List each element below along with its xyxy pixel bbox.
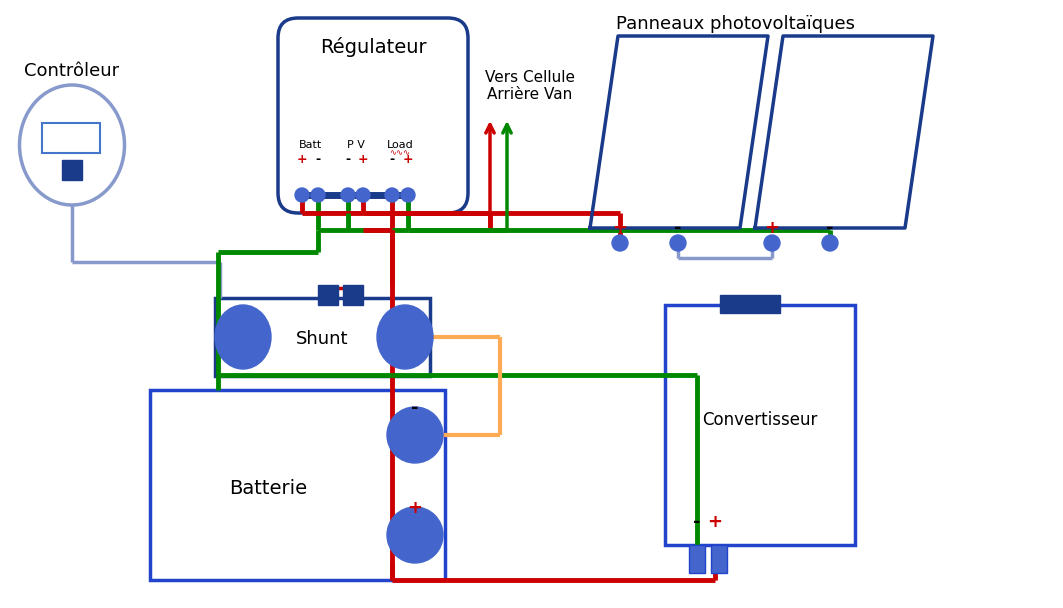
Text: +: +	[403, 153, 414, 166]
Text: +: +	[708, 513, 723, 531]
Text: P V: P V	[347, 140, 365, 150]
Text: Contrôleur: Contrôleur	[24, 62, 119, 80]
Text: Vers Cellule
Arrière Van: Vers Cellule Arrière Van	[485, 70, 575, 102]
Text: -: -	[316, 153, 321, 166]
Bar	[689, 545, 705, 573]
Text: +: +	[764, 219, 779, 237]
Text: -: -	[674, 219, 681, 237]
Text: -: -	[411, 399, 419, 417]
Bar	[43, 123, 100, 153]
Bar	[720, 295, 780, 313]
Bar	[318, 285, 338, 305]
Text: ∿∿∿: ∿∿∿	[389, 148, 410, 157]
Ellipse shape	[387, 507, 443, 563]
Circle shape	[764, 235, 780, 251]
Circle shape	[401, 188, 415, 202]
Circle shape	[341, 188, 355, 202]
Text: Panneaux photovoltaïques: Panneaux photovoltaïques	[615, 15, 855, 33]
Text: +: +	[297, 153, 307, 166]
Text: +: +	[357, 153, 368, 166]
Text: +: +	[612, 219, 627, 237]
Circle shape	[356, 188, 370, 202]
Ellipse shape	[387, 407, 443, 463]
Circle shape	[311, 188, 325, 202]
Text: -: -	[693, 513, 701, 531]
FancyBboxPatch shape	[279, 18, 468, 213]
Text: -: -	[345, 153, 351, 166]
Circle shape	[670, 235, 686, 251]
Text: Load: Load	[387, 140, 414, 150]
Bar	[711, 545, 727, 573]
Text: Shunt: Shunt	[297, 330, 349, 348]
Bar	[150, 390, 445, 580]
Text: Convertisseur: Convertisseur	[703, 411, 817, 429]
Text: Batt: Batt	[299, 140, 322, 150]
Ellipse shape	[377, 305, 433, 369]
Bar	[215, 298, 431, 376]
Circle shape	[822, 235, 838, 251]
Ellipse shape	[215, 305, 271, 369]
Text: Batterie: Batterie	[229, 480, 307, 499]
Ellipse shape	[19, 85, 124, 205]
Circle shape	[296, 188, 309, 202]
Text: -: -	[826, 219, 833, 237]
Text: +: +	[407, 499, 422, 517]
Bar	[665, 305, 855, 545]
Bar	[62, 160, 82, 180]
Circle shape	[612, 235, 628, 251]
Circle shape	[385, 188, 399, 202]
Text: Régulateur: Régulateur	[320, 37, 426, 57]
Text: -: -	[389, 153, 394, 166]
Bar	[343, 285, 362, 305]
